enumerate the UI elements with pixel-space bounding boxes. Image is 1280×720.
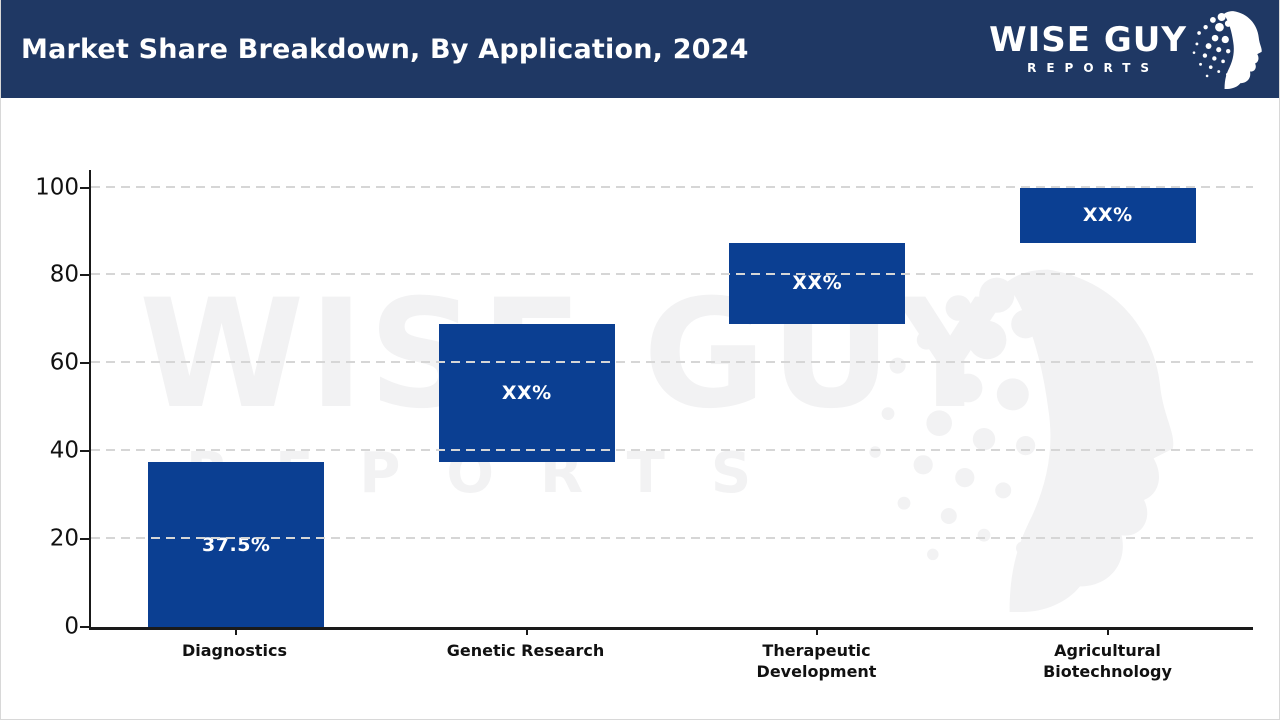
x-axis-line (89, 627, 1253, 630)
x-axis-labels: Diagnostics Genetic Research Therapeutic D… (89, 641, 1253, 683)
x-tickmark-2 (525, 627, 528, 635)
category-label-4: Agricultural Biotechnology (1043, 641, 1172, 681)
y-axis-labels: 0 20 40 60 80 100 (1, 170, 79, 638)
y-tick-label-60: 60 (49, 349, 79, 376)
x-tickmark-1 (235, 627, 238, 635)
y-tick-label-80: 80 (49, 261, 79, 288)
y-tickmark-20 (80, 538, 89, 541)
brand-wordmark: WISE GUY REPORTS (989, 20, 1187, 75)
y-tick-label-0: 0 (64, 613, 79, 640)
y-tickmark-60 (80, 362, 89, 365)
chart-region: WISE GUY REPORTS 0 20 40 60 80 100 37.5% XX% XX… (1, 98, 1279, 719)
bar-agricultural-biotechnology: XX% (1019, 187, 1196, 243)
y-tick-label-40: 40 (49, 437, 79, 464)
bar-diagnostics: 37.5% (148, 462, 325, 627)
gridline-80 (91, 273, 1253, 276)
gridline-40 (91, 449, 1253, 452)
x-tickmark-3 (816, 627, 819, 635)
category-label-2: Genetic Research (446, 641, 605, 660)
gridline-20 (91, 537, 1253, 540)
bar-value-label: XX% (1082, 204, 1133, 227)
category-label-1: Diagnostics (181, 641, 288, 660)
brand-logo: WISE GUY REPORTS (989, 9, 1263, 89)
y-tickmark-0 (80, 626, 89, 628)
bar-genetic-research: XX% (438, 323, 615, 463)
category-label-3: Therapeutic Development (756, 641, 877, 681)
plot-area: 37.5% XX% XX% XX% (80, 170, 1253, 635)
page-title: Market Share Breakdown, By Application, … (21, 33, 749, 65)
y-tickmark-40 (80, 450, 89, 453)
y-tickmark-100 (80, 186, 89, 189)
bar-value-label: XX% (501, 382, 552, 405)
gridline-100 (91, 185, 1253, 188)
dotted-face-icon (1189, 9, 1263, 89)
gridline-60 (91, 361, 1253, 364)
header-bar: Market Share Breakdown, By Application, … (1, 0, 1279, 98)
x-tickmark-4 (1106, 627, 1109, 635)
y-tick-label-20: 20 (49, 525, 79, 552)
y-tick-label-100: 100 (35, 174, 79, 201)
bar-value-label: XX% (792, 272, 843, 295)
bar-therapeutic-development: XX% (729, 242, 906, 324)
y-tickmark-80 (80, 274, 89, 277)
